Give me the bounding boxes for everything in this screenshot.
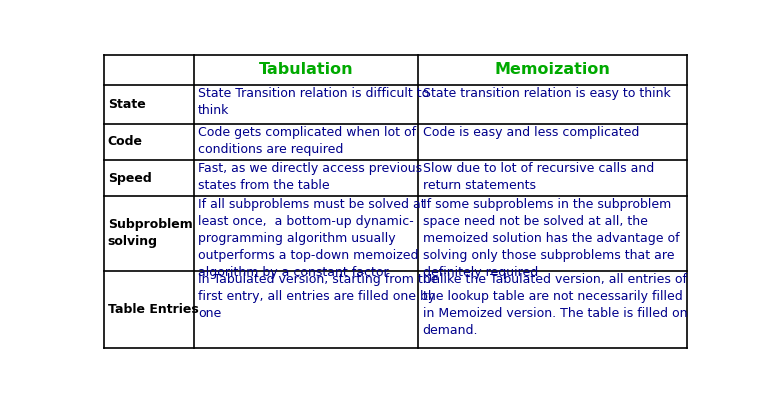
Text: If some subproblems in the subproblem
space need not be solved at all, the
memoi: If some subproblems in the subproblem sp… [423, 198, 679, 279]
Text: If all subproblems must be solved at
least once,  a bottom-up dynamic-
programmi: If all subproblems must be solved at lea… [198, 198, 426, 279]
Text: Code gets complicated when lot of
conditions are required: Code gets complicated when lot of condit… [198, 126, 416, 156]
Text: Tabulation: Tabulation [259, 62, 354, 77]
Text: Speed: Speed [108, 172, 151, 185]
Text: Code is easy and less complicated: Code is easy and less complicated [423, 126, 639, 139]
Text: State transition relation is easy to think: State transition relation is easy to thi… [423, 87, 671, 100]
Text: State Transition relation is difficult to
think: State Transition relation is difficult t… [198, 87, 429, 117]
Text: Memoization: Memoization [495, 62, 611, 77]
Text: Subproblem
solving: Subproblem solving [108, 219, 193, 249]
Text: Fast, as we directly access previous
states from the table: Fast, as we directly access previous sta… [198, 162, 423, 192]
Text: In Tabulated version, starting from the
first entry, all entries are filled one : In Tabulated version, starting from the … [198, 273, 439, 320]
Text: Table Entries: Table Entries [108, 303, 198, 316]
Text: Slow due to lot of recursive calls and
return statements: Slow due to lot of recursive calls and r… [423, 162, 654, 192]
Text: State: State [108, 98, 146, 111]
Text: Unlike the Tabulated version, all entries of
the lookup table are not necessaril: Unlike the Tabulated version, all entrie… [423, 273, 687, 337]
Text: Code: Code [108, 135, 143, 148]
